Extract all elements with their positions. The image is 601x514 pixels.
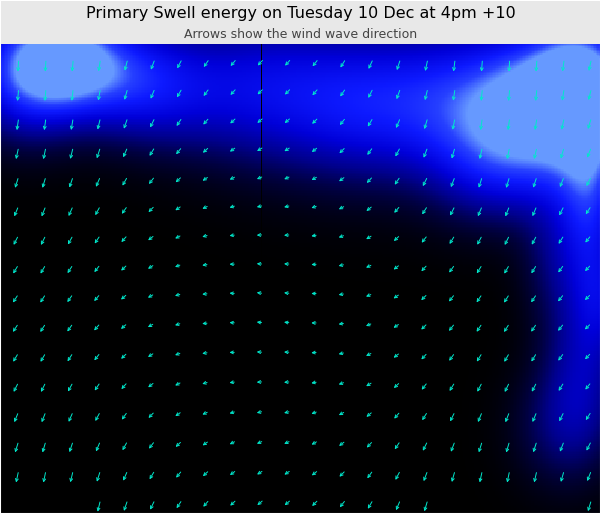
Text: Arrows show the wind wave direction: Arrows show the wind wave direction	[184, 28, 417, 42]
Text: Primary Swell energy on Tuesday 10 Dec at 4pm +10: Primary Swell energy on Tuesday 10 Dec a…	[85, 7, 516, 22]
